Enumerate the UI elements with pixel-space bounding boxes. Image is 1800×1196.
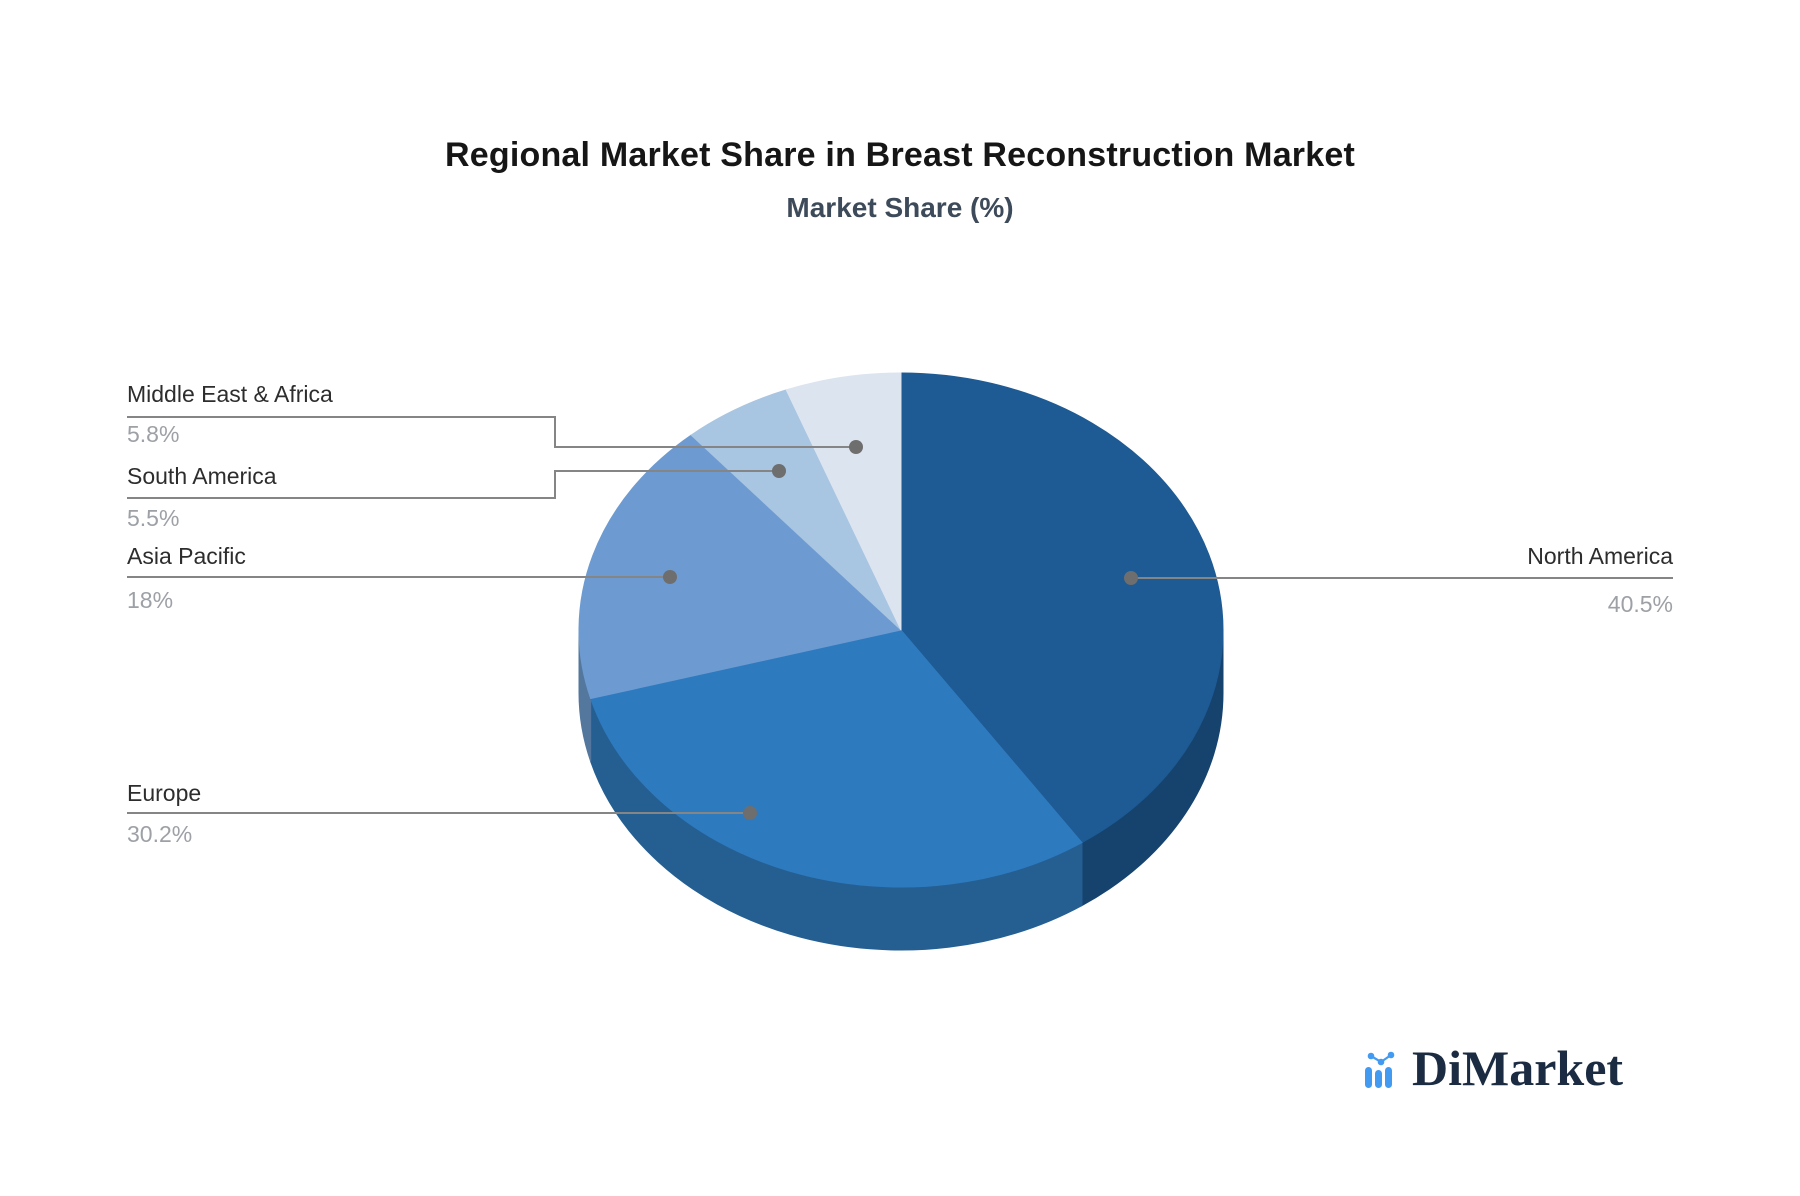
leader-dot [849, 440, 863, 454]
slice-label-middle-east-africa: Middle East & Africa [127, 381, 333, 407]
slice-value-asia-pacific: 18% [127, 587, 174, 613]
pie-slice-asia-pacific [578, 434, 903, 700]
slice-value-north-america: 40.5% [1607, 591, 1673, 617]
slice-label-north-america: North America [1527, 543, 1673, 569]
pie-slice-europe [590, 629, 1083, 888]
slice-value-south-america: 5.5% [127, 505, 180, 531]
leader-lines [127, 416, 1673, 820]
leader-dot [1124, 571, 1138, 585]
chart-subtitle: Market Share (%) [786, 192, 1014, 223]
leader-line [127, 416, 856, 448]
slice-label-europe: Europe [127, 780, 202, 806]
brand-name: DiMarket [1412, 1040, 1624, 1096]
leader-dot [663, 570, 677, 584]
leader-line [127, 470, 779, 499]
pie-slice-middle-east-africa [785, 372, 902, 631]
slice-value-europe: 30.2% [127, 821, 193, 847]
leader-dot [743, 806, 757, 820]
slice-value-middle-east-africa: 5.8% [127, 421, 180, 447]
bar-chart-logo-icon [1365, 1051, 1395, 1088]
leader-dot [772, 464, 786, 478]
pie-top-faces [578, 372, 1224, 888]
slice-label-south-america: South America [127, 463, 277, 489]
chart-title: Regional Market Share in Breast Reconstr… [445, 136, 1355, 174]
pie-slice-north-america [900, 372, 1224, 844]
slice-label-asia-pacific: Asia Pacific [127, 543, 246, 569]
